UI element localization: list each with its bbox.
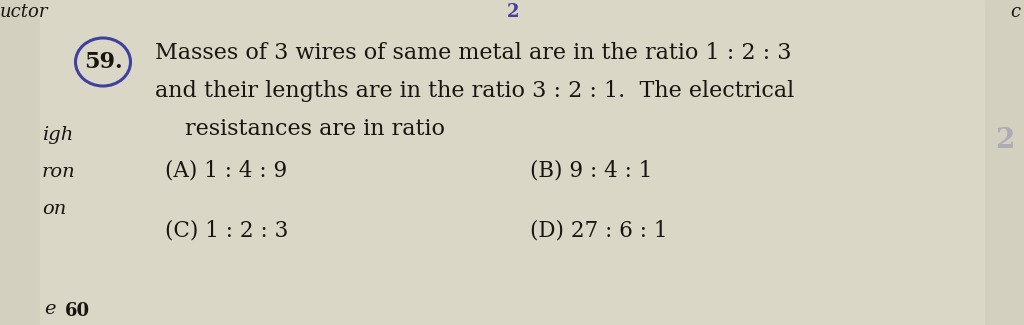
- Text: igh: igh: [42, 126, 74, 144]
- Text: uctor: uctor: [0, 3, 48, 21]
- Text: e: e: [44, 300, 55, 318]
- Text: resistances are in ratio: resistances are in ratio: [185, 118, 445, 140]
- Text: 2: 2: [507, 3, 519, 21]
- Text: 2: 2: [995, 126, 1015, 153]
- Text: c: c: [1010, 3, 1020, 21]
- Text: (C) 1 : 2 : 3: (C) 1 : 2 : 3: [165, 219, 289, 241]
- Text: (B) 9 : 4 : 1: (B) 9 : 4 : 1: [530, 159, 652, 181]
- Text: 60: 60: [65, 302, 90, 320]
- Text: 59.: 59.: [84, 51, 122, 73]
- Text: ron: ron: [42, 163, 76, 181]
- Text: (D) 27 : 6 : 1: (D) 27 : 6 : 1: [530, 219, 668, 241]
- Text: Masses of 3 wires of same metal are in the ratio 1 : 2 : 3: Masses of 3 wires of same metal are in t…: [155, 42, 792, 64]
- Text: (A) 1 : 4 : 9: (A) 1 : 4 : 9: [165, 159, 288, 181]
- Text: and their lengths are in the ratio 3 : 2 : 1.  The electrical: and their lengths are in the ratio 3 : 2…: [155, 80, 795, 102]
- Text: on: on: [42, 200, 67, 218]
